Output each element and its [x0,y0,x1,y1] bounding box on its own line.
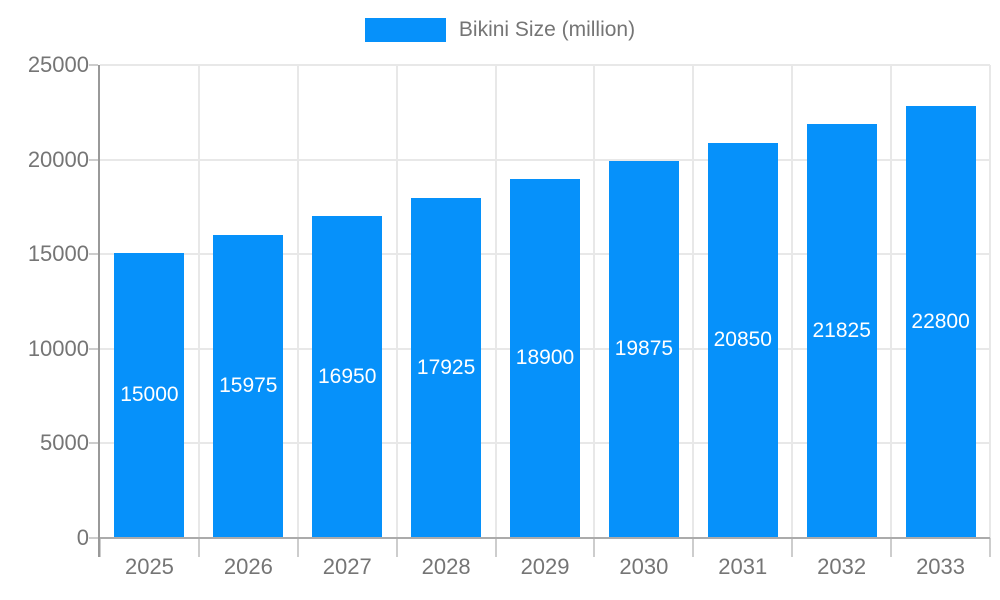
x-axis-label: 2029 [520,554,570,579]
x-axis-tick [396,538,398,557]
v-gridline [297,65,299,538]
v-gridline [495,65,497,538]
y-axis-tick [89,537,98,539]
bar[interactable]: 21825 [806,124,877,537]
h-gridline [100,64,990,66]
legend-label: Bikini Size (million) [458,18,636,41]
x-axis-tick [692,538,694,557]
bar-value-label: 17925 [416,355,476,379]
bar[interactable]: 15975 [213,235,284,537]
bar-value-label: 15975 [219,374,278,397]
bar[interactable]: 22800 [905,106,976,537]
x-axis-line [100,537,990,539]
bar[interactable]: 17925 [411,198,482,537]
y-axis-label: 5000 [40,430,89,455]
x-axis-tick [99,538,101,557]
bar[interactable]: 15000 [114,253,185,537]
bar-value-label: 22800 [911,309,970,333]
y-axis-label: 20000 [27,147,89,172]
v-gridline [791,65,793,538]
y-axis-tick [89,442,98,444]
x-axis-tick [890,538,892,557]
v-gridline [692,65,694,538]
bar-value-label: 19875 [614,337,674,360]
v-gridline [890,65,892,538]
x-axis-tick [495,538,497,557]
bar[interactable]: 18900 [510,179,580,537]
x-axis-label: 2028 [421,554,471,579]
bar-value-label: 20850 [713,328,772,351]
x-axis-label: 2032 [817,554,867,579]
bar-value-label: 18900 [515,346,575,369]
y-axis-tick [89,64,98,66]
bar[interactable]: 19875 [608,161,679,537]
y-axis-label: 0 [76,525,89,550]
y-axis-tick [89,253,98,255]
x-axis-label: 2031 [718,554,768,579]
y-axis-label: 25000 [27,52,89,77]
h-gridline [100,159,990,161]
plot-area: 0 5000 10000 15000 20000 25000 15000 15975 16950… [28,52,991,579]
bar-value-label: 15000 [120,383,179,406]
x-axis-label: 2027 [322,554,372,579]
x-axis-tick [989,538,991,557]
x-axis-label: 2033 [916,554,966,579]
x-axis-tick [198,538,200,557]
bar-value-label: 21825 [812,318,871,342]
bar-value-label: 16950 [317,364,377,388]
v-gridline [396,65,398,538]
legend[interactable]: Bikini Size (million) [0,18,1000,42]
legend-swatch[interactable] [364,18,446,42]
bar[interactable]: 20850 [707,143,778,537]
x-axis-label: 2030 [619,554,669,579]
v-gridline [593,65,595,538]
bar[interactable]: 16950 [312,216,383,537]
x-axis-tick [791,538,793,557]
v-gridline [989,65,991,538]
v-gridline [198,65,200,538]
y-axis-tick [89,348,98,350]
x-axis-label: 2025 [124,554,174,579]
y-axis-tick [89,159,98,161]
x-axis-tick [297,538,299,557]
x-axis-label: 2026 [223,554,273,579]
y-axis-line [98,65,100,557]
y-axis-label: 15000 [27,241,89,266]
x-axis-tick [593,538,595,557]
y-axis-label: 10000 [27,336,89,361]
